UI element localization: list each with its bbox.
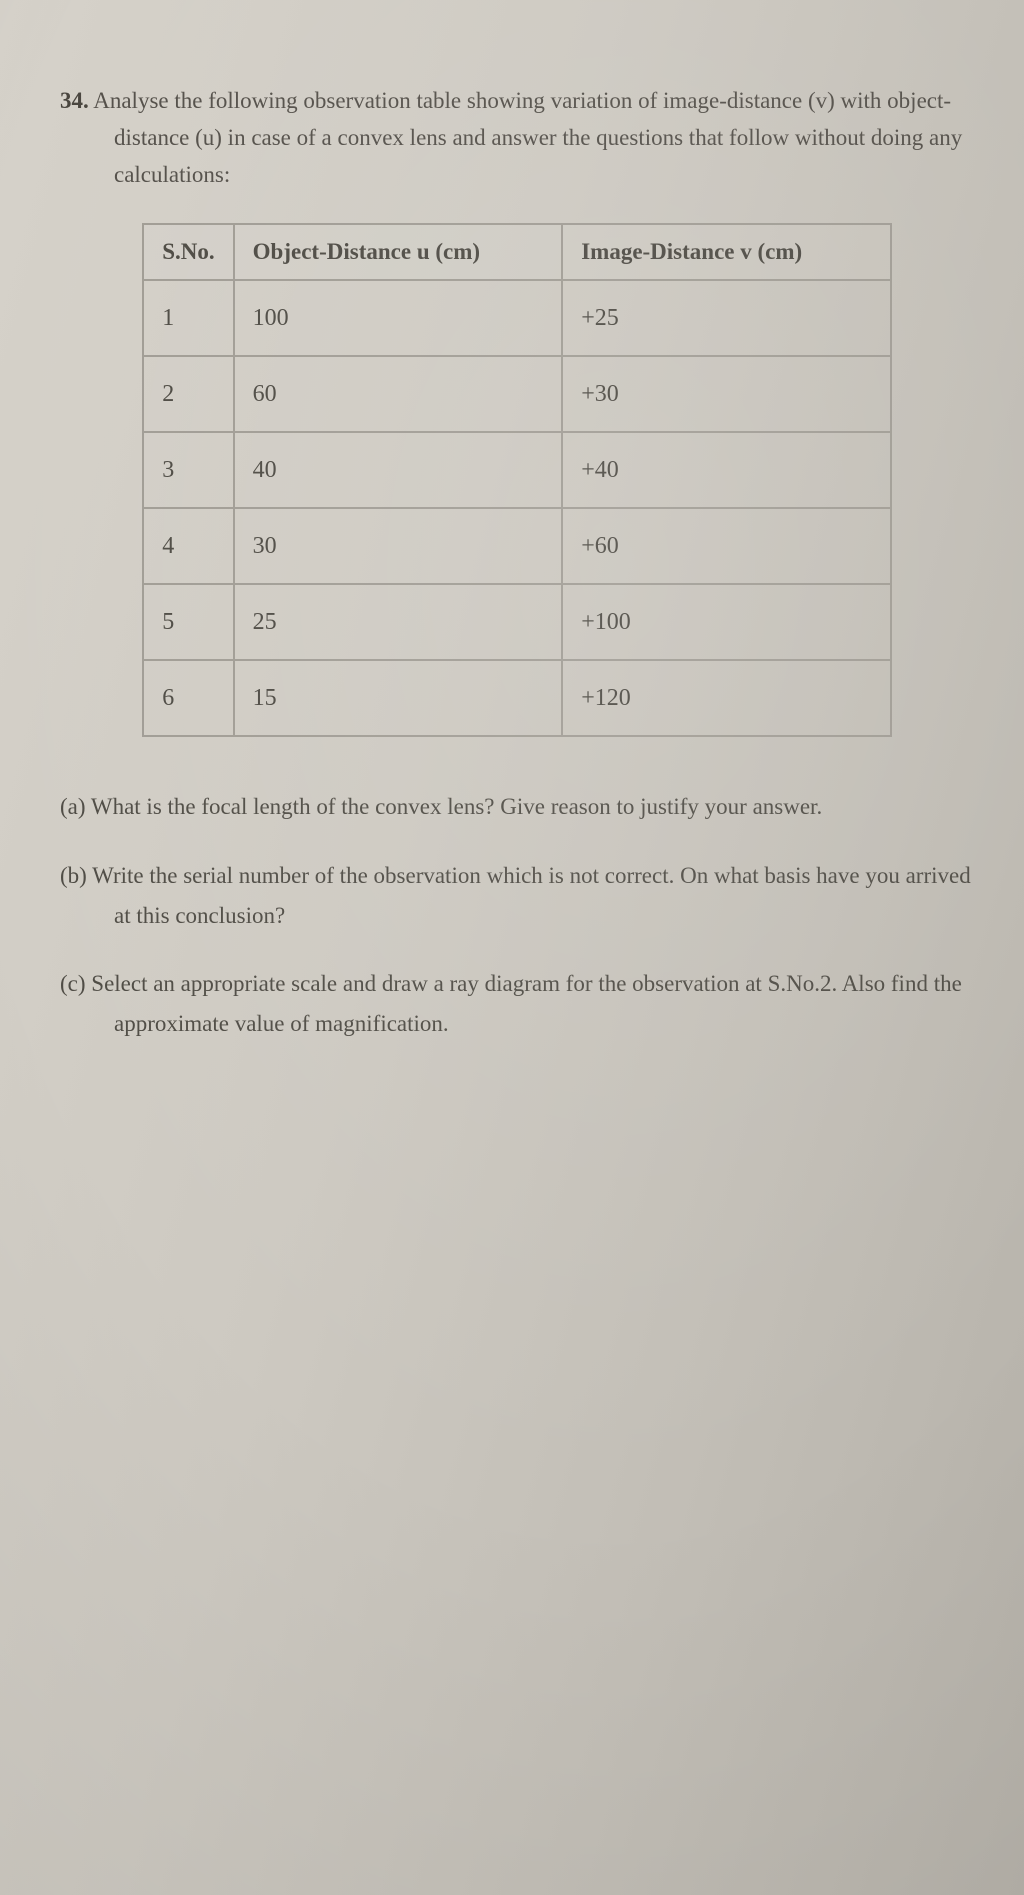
sub-question-a: (a) What is the focal length of the conv… [60, 787, 974, 827]
table-header-row: S.No. Object-Distance u (cm) Image-Dista… [143, 224, 890, 280]
cell-u: 100 [234, 280, 563, 356]
cell-sno: 4 [143, 508, 233, 584]
table-row: 2 60 +30 [143, 356, 890, 432]
cell-u: 15 [234, 660, 563, 736]
col-header-sno: S.No. [143, 224, 233, 280]
sub-question-b: (b) Write the serial number of the obser… [60, 856, 974, 937]
table-row: 4 30 +60 [143, 508, 890, 584]
cell-u: 25 [234, 584, 563, 660]
sub-text: Select an appropriate scale and draw a r… [91, 971, 962, 1036]
observation-table: S.No. Object-Distance u (cm) Image-Dista… [142, 223, 891, 737]
sub-label: (c) [60, 971, 86, 996]
cell-sno: 2 [143, 356, 233, 432]
question-text: Analyse the following observation table … [93, 88, 962, 187]
cell-sno: 3 [143, 432, 233, 508]
sub-text: What is the focal length of the convex l… [91, 794, 822, 819]
cell-sno: 5 [143, 584, 233, 660]
cell-v: +25 [562, 280, 891, 356]
cell-u: 30 [234, 508, 563, 584]
col-header-u: Object-Distance u (cm) [234, 224, 563, 280]
sub-text: Write the serial number of the observati… [92, 863, 971, 928]
page: 34. Analyse the following observation ta… [0, 0, 1024, 1895]
table-row: 1 100 +25 [143, 280, 890, 356]
cell-v: +120 [562, 660, 891, 736]
sub-question-c: (c) Select an appropriate scale and draw… [60, 964, 974, 1045]
table-row: 3 40 +40 [143, 432, 890, 508]
cell-u: 40 [234, 432, 563, 508]
cell-v: +60 [562, 508, 891, 584]
table-row: 6 15 +120 [143, 660, 890, 736]
question-intro: 34. Analyse the following observation ta… [60, 83, 974, 193]
sub-label: (a) [60, 794, 86, 819]
cell-v: +30 [562, 356, 891, 432]
question-number: 34. [60, 88, 89, 113]
sub-label: (b) [60, 863, 87, 888]
col-header-v: Image-Distance v (cm) [562, 224, 891, 280]
cell-sno: 1 [143, 280, 233, 356]
cell-v: +40 [562, 432, 891, 508]
cell-u: 60 [234, 356, 563, 432]
table-row: 5 25 +100 [143, 584, 890, 660]
cell-sno: 6 [143, 660, 233, 736]
cell-v: +100 [562, 584, 891, 660]
